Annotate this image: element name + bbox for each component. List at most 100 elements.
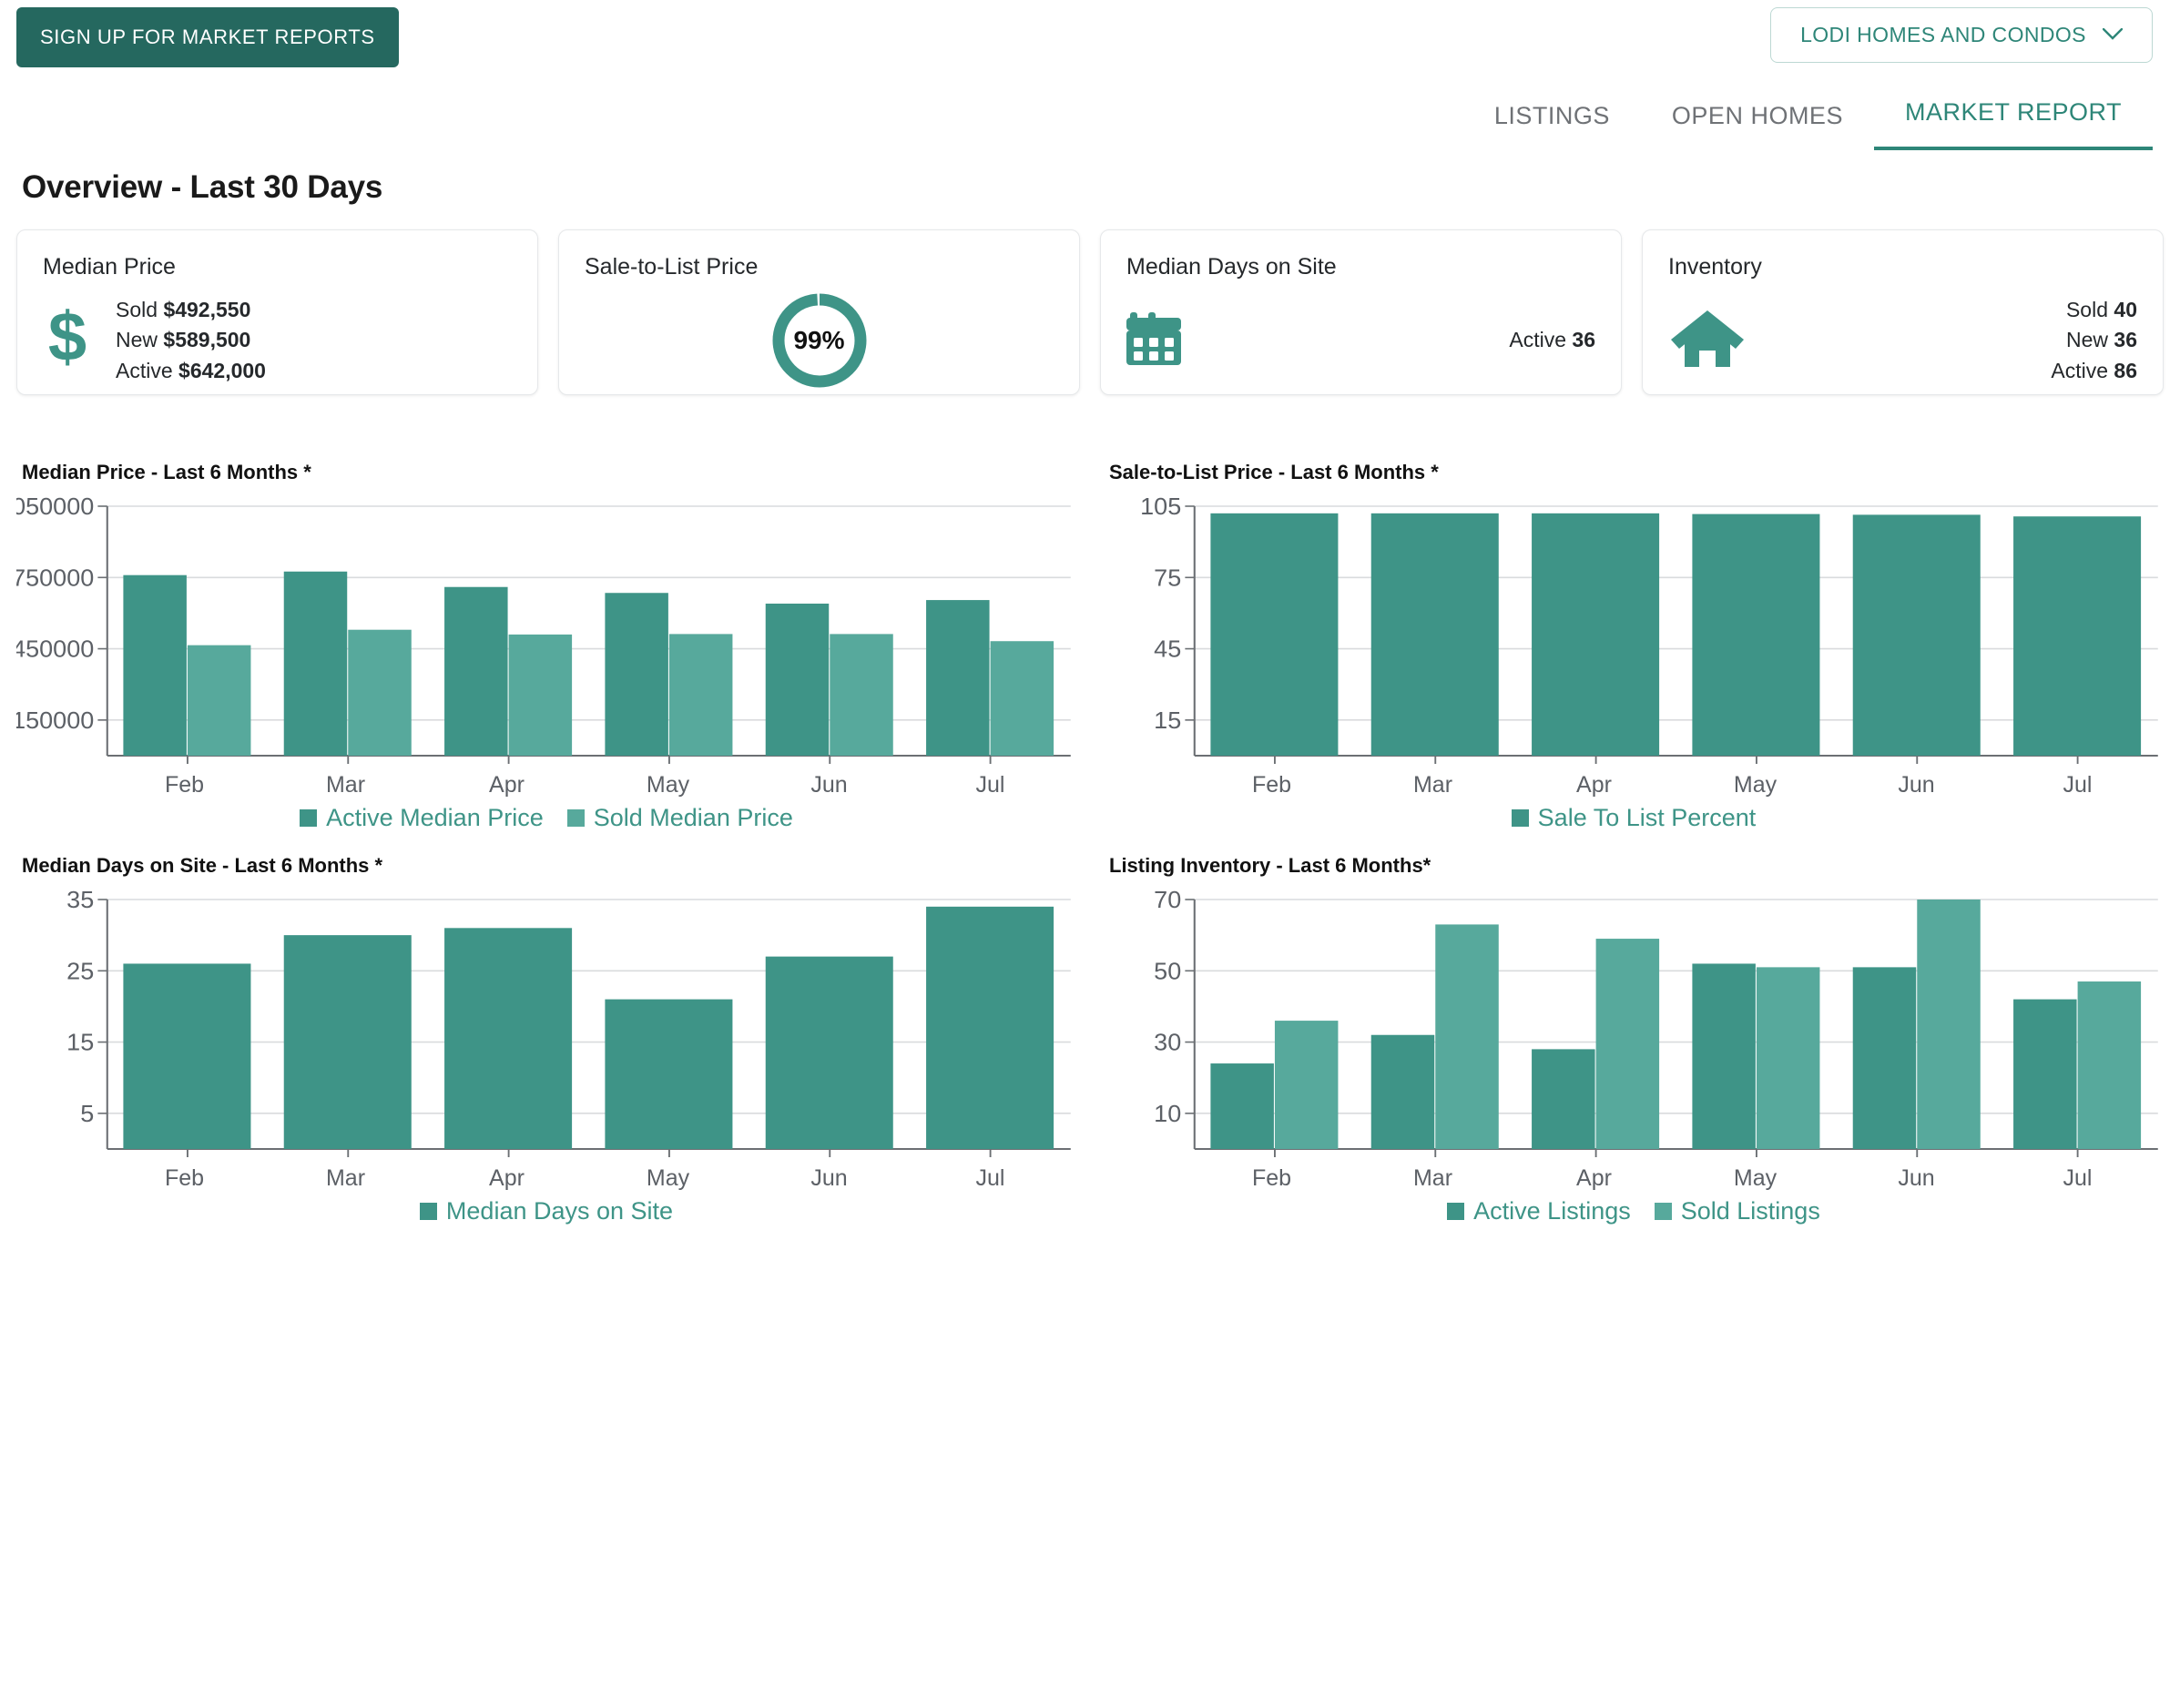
x-axis-tick-label: May <box>646 772 690 798</box>
card-title: Median Days on Site <box>1126 254 1337 280</box>
x-axis-tick-label: Mar <box>1412 772 1453 798</box>
x-axis-tick-label: Jun <box>1898 772 1935 798</box>
x-axis-tick-label: May <box>646 1165 690 1191</box>
x-axis-tick-label: Jun <box>810 772 848 798</box>
legend-swatch-icon <box>566 809 585 827</box>
card-title: Median Price <box>43 254 176 280</box>
row-key-active: Active <box>2051 358 2109 382</box>
row-value-active: $642,000 <box>178 358 266 382</box>
row-new: New $589,500 <box>116 325 512 355</box>
row-sold: Sold $492,550 <box>116 295 512 325</box>
svg-text:150000: 150000 <box>16 707 94 733</box>
svg-text:10: 10 <box>1154 1100 1181 1126</box>
chart-median-price: Median Price - Last 6 Months * 150000 450… <box>16 461 1076 841</box>
chart-legend: Active Listings Sold Listings <box>1104 1197 2164 1225</box>
stat-card-median-days-on-site: Median Days on Site <box>1100 229 1622 395</box>
x-axis-tick-label: Apr <box>1576 1165 1612 1191</box>
row-active: Active 36 <box>1509 325 1595 355</box>
row-sold: Sold 40 <box>2051 295 2137 325</box>
legend-swatch-icon <box>1654 1203 1672 1220</box>
x-axis-tick-label: Jul <box>2063 772 2093 798</box>
chart-plot-area: 5 15 25 35 <box>16 890 1076 1164</box>
card-title: Sale-to-List Price <box>585 254 759 280</box>
x-axis-tick-label: May <box>1733 772 1778 798</box>
row-value-new: 36 <box>2114 328 2137 352</box>
x-axis-labels: Feb Mar Apr May Jun Jul <box>1104 772 2164 798</box>
svg-text:45: 45 <box>1154 635 1181 662</box>
row-value-sold: $492,550 <box>163 297 251 321</box>
legend-label: Median Days on Site <box>445 1197 674 1225</box>
chart-sale-to-list-price: Sale-to-List Price - Last 6 Months * 15 4… <box>1104 461 2164 841</box>
chart-legend: Active Median Price Sold Median Price <box>16 804 1076 832</box>
legend-item[interactable]: Sold Listings <box>1654 1197 1820 1225</box>
x-axis-tick-label: Mar <box>1412 1165 1453 1191</box>
row-key-new: New <box>116 328 158 352</box>
svg-text:25: 25 <box>66 958 94 984</box>
row-key-active: Active <box>1509 328 1567 352</box>
chart-title: Sale-to-List Price - Last 6 Months * <box>1109 461 1439 483</box>
legend-swatch-icon <box>1447 1203 1465 1220</box>
house-icon <box>1668 307 1747 375</box>
x-axis-tick-label: Jul <box>2063 1165 2093 1191</box>
main-nav-tabs: LISTINGS OPEN HOMES MARKET REPORT <box>1463 91 2153 150</box>
chevron-down-icon <box>2102 26 2124 45</box>
donut-gauge-icon: 99% <box>769 290 870 391</box>
inventory-values: Sold 40 New 36 Active 86 <box>2051 295 2137 386</box>
chart-title: Median Price - Last 6 Months * <box>22 461 311 483</box>
legend-label: Sale To List Percent <box>1537 804 1757 831</box>
dollar-sign-icon: $ <box>43 299 92 378</box>
charts-grid: Median Price - Last 6 Months * 150000 450… <box>16 461 2164 1235</box>
row-key-sold: Sold <box>2065 297 2109 321</box>
stat-card-sale-to-list-price: Sale-to-List Price 99% <box>558 229 1080 395</box>
legend-item[interactable]: Active Median Price <box>300 804 544 832</box>
overview-stat-cards: Median Price $ Sold $492,550 New $589,50… <box>16 229 2164 395</box>
x-axis-tick-label: Jun <box>1898 1165 1935 1191</box>
tab-listings[interactable]: LISTINGS <box>1463 95 1641 150</box>
x-axis-tick-label: Apr <box>489 1165 525 1191</box>
tab-open-homes[interactable]: OPEN HOMES <box>1641 95 1874 150</box>
chart-median-days-on-site: Median Days on Site - Last 6 Months * 5 1… <box>16 854 1076 1235</box>
legend-label: Active Median Price <box>326 804 544 831</box>
legend-swatch-icon <box>419 1203 437 1220</box>
row-key-new: New <box>2066 328 2109 352</box>
svg-text:15: 15 <box>1154 707 1181 733</box>
legend-item[interactable]: Sold Median Price <box>566 804 793 832</box>
page-title: Overview - Last 30 Days <box>22 169 383 205</box>
x-axis-labels: Feb Mar Apr May Jun Jul <box>16 772 1076 798</box>
row-active: Active 86 <box>2051 356 2137 386</box>
svg-text:750000: 750000 <box>16 564 94 591</box>
signup-for-market-reports-button[interactable]: SIGN UP FOR MARKET REPORTS <box>16 7 399 67</box>
svg-text:5: 5 <box>80 1100 94 1126</box>
legend-swatch-icon <box>1511 809 1529 827</box>
row-value-active: 86 <box>2114 358 2137 382</box>
x-axis-tick-label: Feb <box>1251 1165 1292 1191</box>
svg-text:75: 75 <box>1154 564 1181 591</box>
x-axis-labels: Feb Mar Apr May Jun Jul <box>16 1165 1076 1192</box>
median-days-values: Active 36 <box>1509 325 1595 355</box>
row-active: Active $642,000 <box>116 356 512 386</box>
x-axis-tick-label: Apr <box>489 772 525 798</box>
calendar-icon <box>1126 307 1190 375</box>
row-value-new: $589,500 <box>163 328 251 352</box>
stat-card-inventory: Inventory Sold 40 New 36 Active 86 <box>1642 229 2164 395</box>
row-value-active: 36 <box>1572 328 1595 352</box>
top-bar: SIGN UP FOR MARKET REPORTS LODI HOMES AN… <box>16 0 2164 164</box>
area-select-dropdown[interactable]: LODI HOMES AND CONDOS <box>1770 7 2153 63</box>
x-axis-tick-label: Jul <box>975 1165 1005 1191</box>
median-price-values: Sold $492,550 New $589,500 Active $642,0… <box>116 295 512 386</box>
legend-label: Active Listings <box>1473 1197 1631 1225</box>
svg-text:35: 35 <box>66 890 94 913</box>
chart-legend: Median Days on Site <box>16 1197 1076 1225</box>
x-axis-tick-label: May <box>1733 1165 1778 1191</box>
tab-market-report[interactable]: MARKET REPORT <box>1873 91 2153 150</box>
svg-text:30: 30 <box>1154 1029 1181 1055</box>
legend-item[interactable]: Median Days on Site <box>419 1197 674 1225</box>
svg-text:50: 50 <box>1154 958 1181 984</box>
svg-text:15: 15 <box>66 1029 94 1055</box>
legend-item[interactable]: Active Listings <box>1447 1197 1631 1225</box>
stat-card-median-price: Median Price $ Sold $492,550 New $589,50… <box>16 229 538 395</box>
row-new: New 36 <box>2051 325 2137 355</box>
legend-item[interactable]: Sale To List Percent <box>1511 804 1757 832</box>
